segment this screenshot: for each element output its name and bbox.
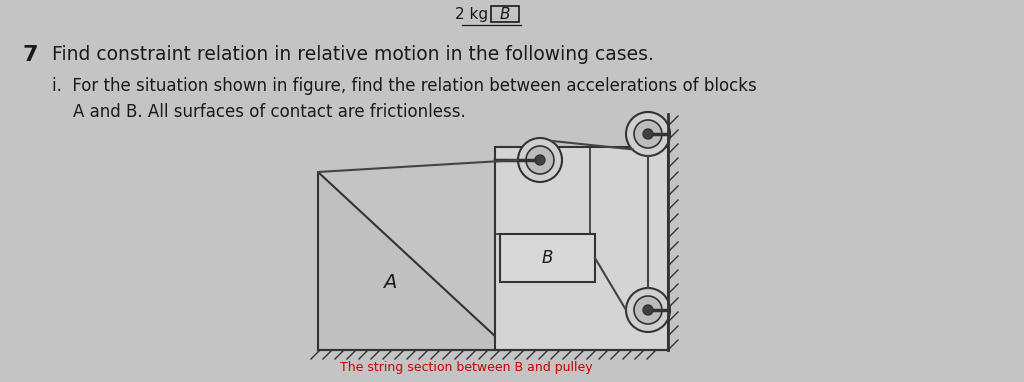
Polygon shape: [318, 172, 510, 350]
Circle shape: [626, 288, 670, 332]
Bar: [495, 147, 668, 350]
Bar: [490, 6, 519, 22]
Text: A: A: [383, 272, 396, 291]
Circle shape: [526, 146, 554, 174]
Circle shape: [634, 296, 662, 324]
Circle shape: [634, 120, 662, 148]
Circle shape: [643, 305, 653, 315]
Circle shape: [643, 129, 653, 139]
Text: The string section between B and pulley: The string section between B and pulley: [340, 361, 593, 374]
Text: B: B: [542, 249, 553, 267]
Text: B: B: [500, 6, 510, 21]
Circle shape: [518, 138, 562, 182]
Circle shape: [535, 155, 545, 165]
Text: Find constraint relation in relative motion in the following cases.: Find constraint relation in relative mot…: [52, 45, 654, 64]
Text: 7: 7: [22, 45, 38, 65]
Text: A and B. All surfaces of contact are frictionless.: A and B. All surfaces of contact are fri…: [52, 103, 466, 121]
Bar: [500, 234, 595, 282]
Text: 2 kg: 2 kg: [455, 6, 488, 21]
Text: i.  For the situation shown in figure, find the relation between accelerations o: i. For the situation shown in figure, fi…: [52, 77, 757, 95]
Circle shape: [626, 112, 670, 156]
